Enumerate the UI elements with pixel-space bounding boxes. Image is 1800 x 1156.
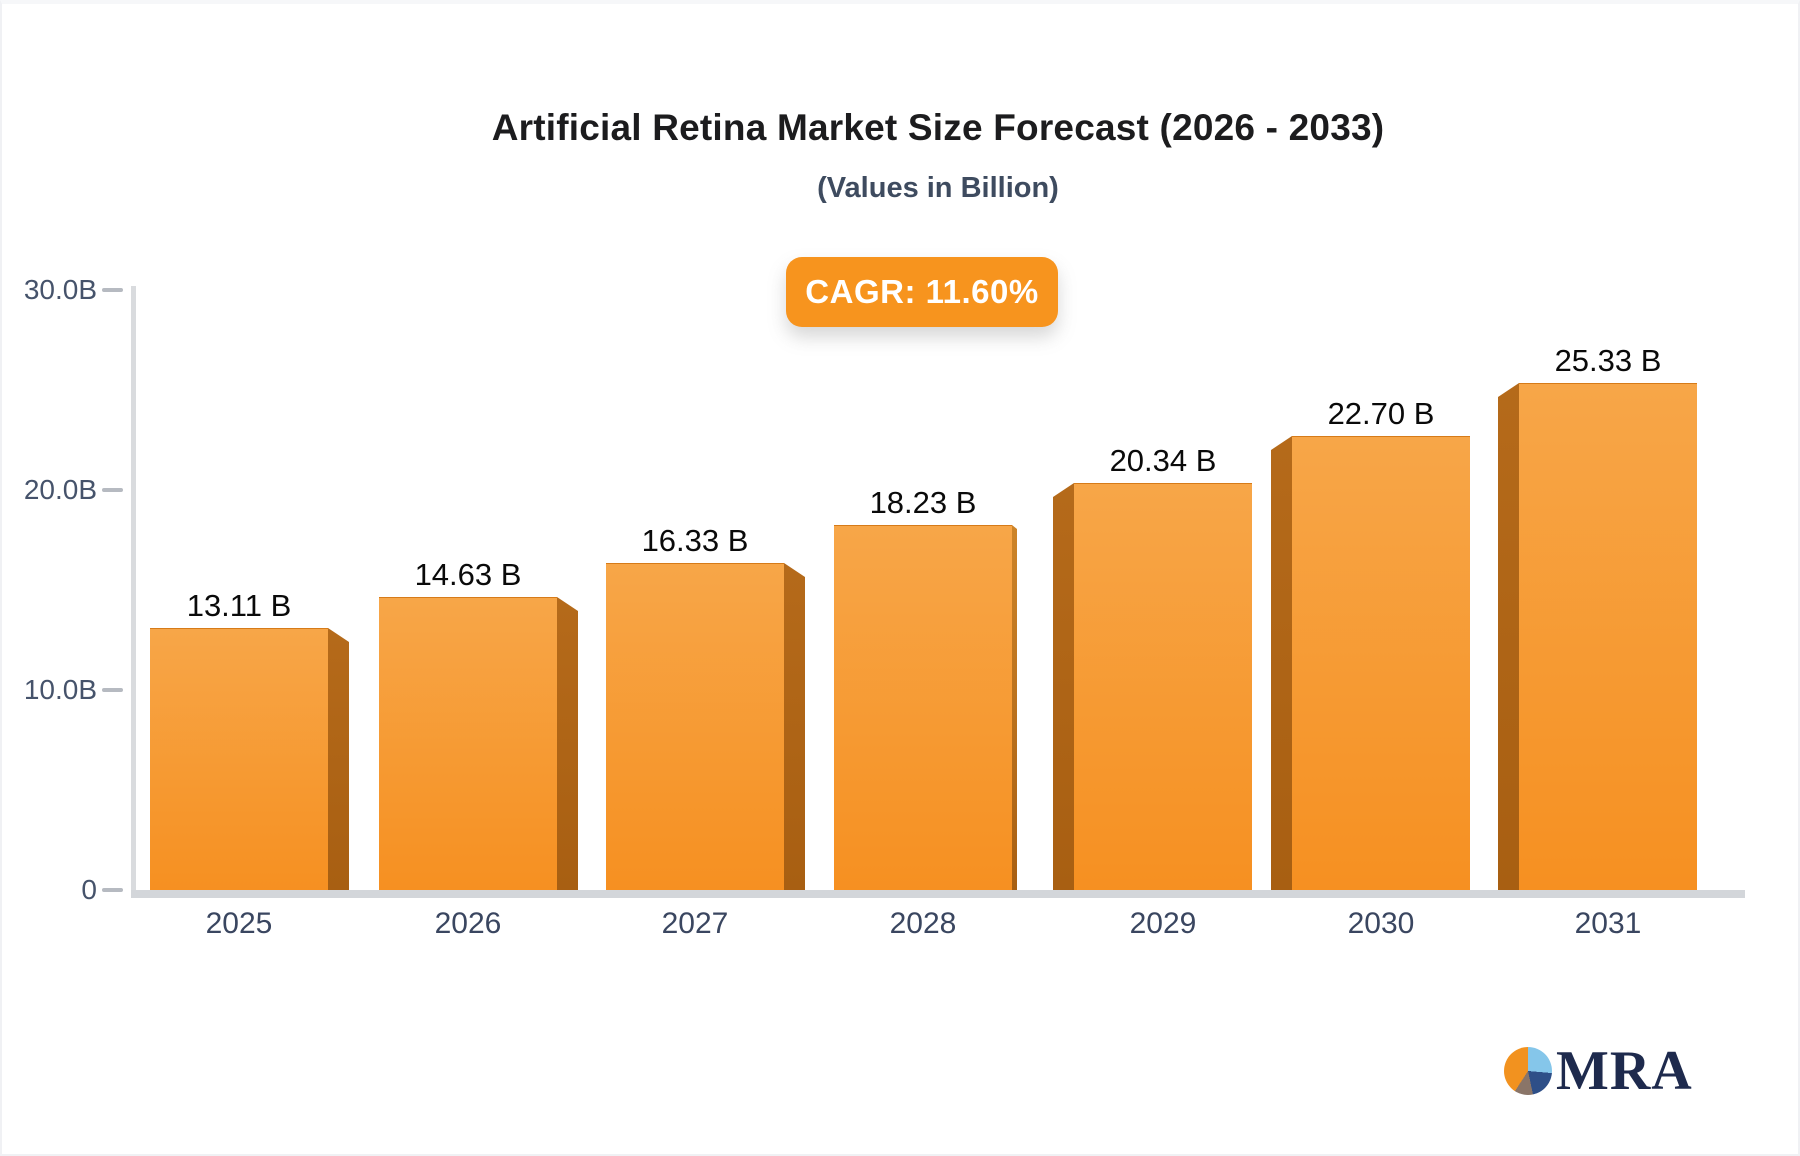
- bar-value-label: 16.33 B: [641, 523, 749, 558]
- bar-side-3d: [557, 597, 578, 890]
- bar-value-label: 20.34 B: [1109, 443, 1217, 478]
- x-tick-label: 2025: [205, 907, 273, 940]
- bar-side-3d: [784, 563, 805, 890]
- y-tick-mark: [102, 888, 123, 892]
- y-tick-mark: [102, 688, 123, 692]
- bar: [150, 628, 328, 890]
- bar-side-3d: [328, 628, 349, 890]
- bar: [379, 597, 557, 890]
- bar-side-3d: [1012, 525, 1017, 890]
- bar-value-label: 18.23 B: [869, 485, 977, 520]
- y-axis-line: [131, 286, 136, 898]
- y-tick-label: 20.0B: [23, 474, 97, 505]
- bar-value-label: 14.63 B: [414, 557, 522, 592]
- chart-title: Artificial Retina Market Size Forecast (…: [491, 107, 1385, 148]
- y-tick-mark: [102, 488, 123, 492]
- x-tick-label: 2029: [1129, 907, 1197, 940]
- bar-value-label: 25.33 B: [1554, 343, 1662, 378]
- y-tick-label: 10.0B: [23, 674, 97, 705]
- x-tick-label: 2030: [1347, 907, 1415, 940]
- bar: [834, 525, 1012, 890]
- x-tick-label: 2026: [434, 907, 502, 940]
- pie-chart-icon: [1504, 1047, 1552, 1095]
- bar: [1074, 483, 1252, 890]
- y-tick-label: 0: [81, 874, 97, 905]
- bar-side-3d: [1271, 436, 1292, 890]
- cagr-badge: CAGR: 11.60%: [786, 257, 1058, 327]
- logo-text: MRA: [1556, 1040, 1693, 1102]
- bar: [1292, 436, 1470, 890]
- x-axis-baseline: [131, 890, 1745, 898]
- chart-subtitle: (Values in Billion): [817, 172, 1059, 204]
- bar: [1519, 383, 1697, 890]
- y-tick-mark: [102, 288, 123, 292]
- x-tick-label: 2031: [1574, 907, 1642, 940]
- bar: [606, 563, 784, 890]
- cagr-badge-label: CAGR: 11.60%: [805, 273, 1039, 310]
- bar-value-label: 13.11 B: [186, 588, 292, 623]
- brand-logo: MRA: [1504, 1042, 1693, 1100]
- y-tick-label: 30.0B: [23, 274, 97, 305]
- x-tick-label: 2028: [889, 907, 957, 940]
- bar-side-3d: [1498, 383, 1519, 890]
- x-tick-label: 2027: [661, 907, 729, 940]
- bar-side-3d: [1053, 483, 1074, 890]
- bar-value-label: 22.70 B: [1327, 396, 1435, 431]
